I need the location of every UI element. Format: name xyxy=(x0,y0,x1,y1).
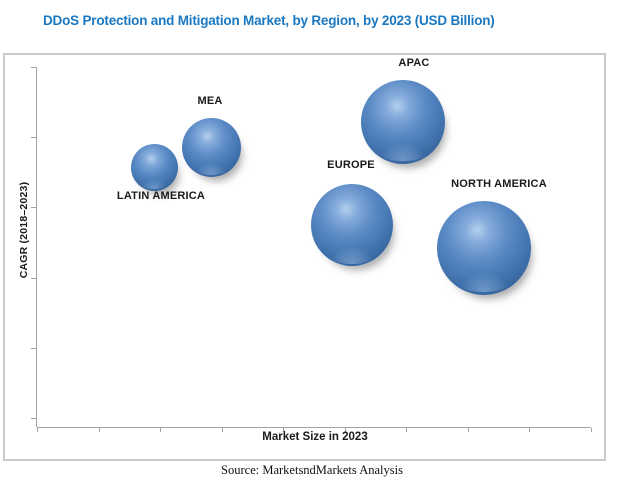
bubble-europe xyxy=(311,184,393,266)
region-label-north-america: NORTH AMERICA xyxy=(451,178,547,190)
x-axis-tick xyxy=(591,428,592,432)
y-axis-tick xyxy=(31,418,36,419)
region-label-europe: EUROPE xyxy=(327,159,375,171)
source-note: Source: MarketsndMarkets Analysis xyxy=(221,463,403,477)
x-axis-line xyxy=(37,427,591,428)
chart-title: DDoS Protection and Mitigation Market, b… xyxy=(43,13,495,28)
x-axis-tick xyxy=(406,428,408,432)
x-axis-tick xyxy=(344,428,346,432)
x-axis-tick xyxy=(467,428,469,432)
y-axis-tick xyxy=(31,278,36,279)
x-axis-tick xyxy=(221,428,223,432)
y-axis-tick xyxy=(31,207,36,208)
bubble-mea xyxy=(181,117,241,177)
x-axis-tick xyxy=(98,428,100,432)
y-axis-tick xyxy=(31,67,36,68)
x-axis-title: Market Size in 2023 xyxy=(262,431,368,443)
x-axis-tick xyxy=(283,428,285,432)
region-label-apac: APAC xyxy=(398,57,430,69)
y-axis-title: CAGR (2018–2023) xyxy=(18,181,30,279)
bubble-latin-america xyxy=(130,143,178,191)
x-axis-tick xyxy=(37,428,38,432)
y-axis-tick xyxy=(31,137,36,138)
x-axis-tick xyxy=(160,428,162,432)
x-axis-tick xyxy=(529,428,531,432)
region-label-mea: MEA xyxy=(197,95,223,107)
bubble-north-america xyxy=(437,201,531,295)
y-axis-tick xyxy=(31,348,36,349)
bubble-apac xyxy=(361,80,445,164)
region-label-latin-america: LATIN AMERICA xyxy=(116,190,206,202)
y-axis-line xyxy=(36,67,37,427)
